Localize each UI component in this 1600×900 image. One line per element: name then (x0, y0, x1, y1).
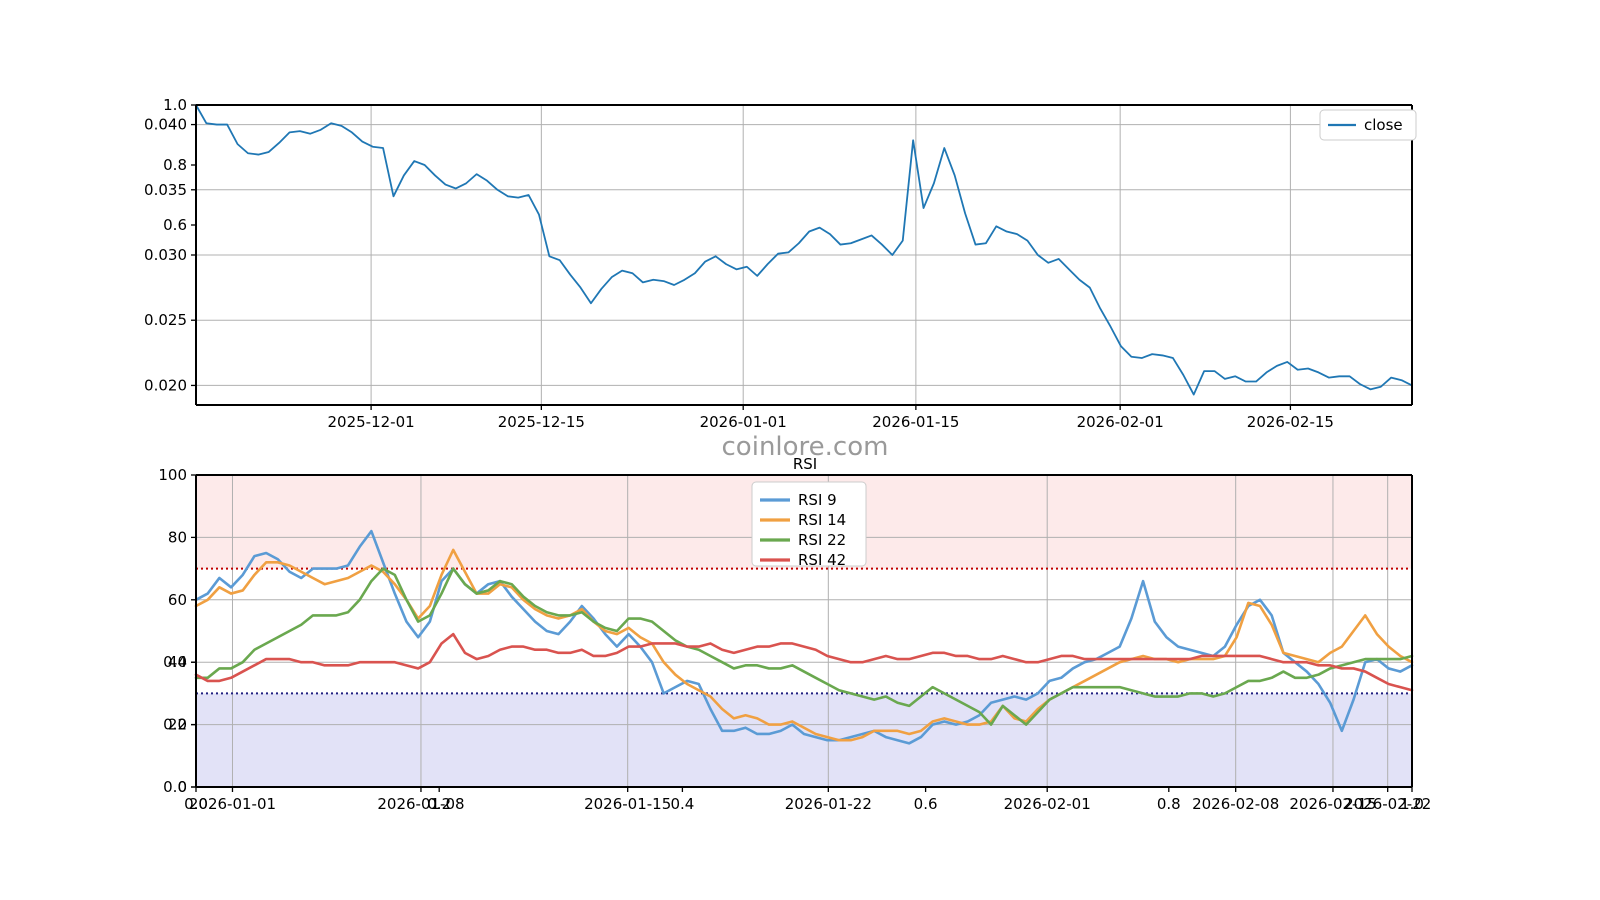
rsi-legend-items: RSI 9 RSI 14 RSI 22 RSI 42 (760, 491, 846, 569)
rsi-ytick-overlay-label: 0.4 (163, 653, 187, 671)
rsi-xtick-overlay-label: 0.4 (670, 795, 694, 813)
rsi-ytick-label: 20 (168, 716, 187, 734)
price-line-close (195, 104, 1413, 396)
rsi-ytick-label: 80 (168, 528, 187, 546)
rsi-xtick-label: 2026-02-22 (1344, 795, 1431, 813)
rsi-ytick-label: 100 (158, 466, 187, 484)
rsi-xtick-overlay-label: 0.2 (427, 795, 451, 813)
price-ytick-overlay-label: 0.8 (163, 156, 187, 174)
rsi-xtick-overlay-label: 0.6 (914, 795, 938, 813)
price-ytick-label: 0.040 (144, 116, 187, 134)
rsi-legend-label-rsi-9: RSI 9 (798, 491, 837, 509)
rsi-xtick-label: 2026-01-15 (584, 795, 671, 813)
rsi-ytick-label: 40 (168, 653, 187, 671)
price-y-tick-labels-overlay: 1.0 0.8 0.6 (163, 96, 196, 234)
rsi-xtick-label: 2026-02-15 (1289, 795, 1376, 813)
rsi-xtick-overlay-label: 0.8 (1157, 795, 1181, 813)
rsi-line-rsi-22 (194, 567, 1414, 726)
price-ytick-overlay-label: 1.0 (163, 96, 187, 114)
rsi-title: RSI (793, 455, 817, 473)
rsi-legend[interactable]: RSI 9 RSI 14 RSI 22 RSI 42 (751, 481, 867, 569)
rsi-x-tick-labels: 2026-01-01 2026-01-08 2026-01-15 2026-01-22… (189, 787, 1431, 813)
rsi-oversold-band (196, 693, 1412, 787)
price-ytick-label: 0.020 (144, 376, 187, 394)
rsi-legend-label-rsi-42: RSI 42 (798, 551, 846, 569)
watermark: coinlore.com (722, 432, 889, 462)
rsi-y-tick-labels-overlay: 0.4 0.2 0.0 (163, 653, 196, 796)
rsi-xtick-label: 2026-01-22 (785, 795, 872, 813)
price-legend[interactable]: close (1319, 109, 1417, 141)
rsi-xtick-overlay-label: 0.0 (184, 795, 208, 813)
price-xtick-label: 2025-12-01 (328, 413, 415, 431)
price-legend-box (1319, 109, 1417, 141)
rsi-line-rsi-42 (194, 632, 1414, 692)
price-series-group (195, 104, 1413, 396)
price-ytick-label: 0.025 (144, 311, 187, 329)
rsi-line-rsi-14 (194, 548, 1414, 742)
rsi-series-group (194, 529, 1414, 745)
price-xtick-label: 2026-01-15 (872, 413, 959, 431)
price-xtick-label: 2026-01-01 (700, 413, 787, 431)
price-xtick-label: 2026-02-01 (1077, 413, 1164, 431)
price-gridlines (196, 105, 1412, 405)
rsi-ytick-label: 60 (168, 591, 187, 609)
rsi-x-tick-labels-overlay: 0.0 0.2 0.4 0.6 0.8 1.0 (184, 787, 1424, 813)
rsi-xtick-label: 2026-02-08 (1192, 795, 1279, 813)
rsi-xtick-label: 2026-02-01 (1004, 795, 1091, 813)
rsi-xtick-label: 2026-01-08 (377, 795, 464, 813)
price-legend-label-close: close (1364, 116, 1403, 134)
price-panel: 0.040 0.035 0.030 0.025 0.020 1.0 0.8 0.6 2025… (144, 96, 1417, 431)
price-ytick-overlay-label: 0.6 (163, 216, 187, 234)
rsi-ytick-overlay-label: 0.2 (163, 716, 187, 734)
price-ytick-label: 0.030 (144, 246, 187, 264)
price-y-tick-labels: 0.040 0.035 0.030 0.025 0.020 (144, 116, 196, 394)
price-ytick-label: 0.035 (144, 181, 187, 199)
rsi-xtick-label: 2026-01-01 (189, 795, 276, 813)
rsi-legend-label-rsi-22: RSI 22 (798, 531, 846, 549)
price-xtick-label: 2026-02-15 (1247, 413, 1334, 431)
price-x-tick-labels: 2025-12-01 2025-12-15 2026-01-01 2026-01-15… (328, 405, 1334, 431)
rsi-xtick-overlay-label: 1.0 (1400, 795, 1424, 813)
rsi-legend-box (751, 481, 867, 567)
rsi-legend-label-rsi-14: RSI 14 (798, 511, 846, 529)
rsi-ytick-overlay-label: 0.0 (163, 778, 187, 796)
price-xtick-label: 2025-12-15 (498, 413, 585, 431)
rsi-ytick-label: 0 (177, 778, 187, 796)
